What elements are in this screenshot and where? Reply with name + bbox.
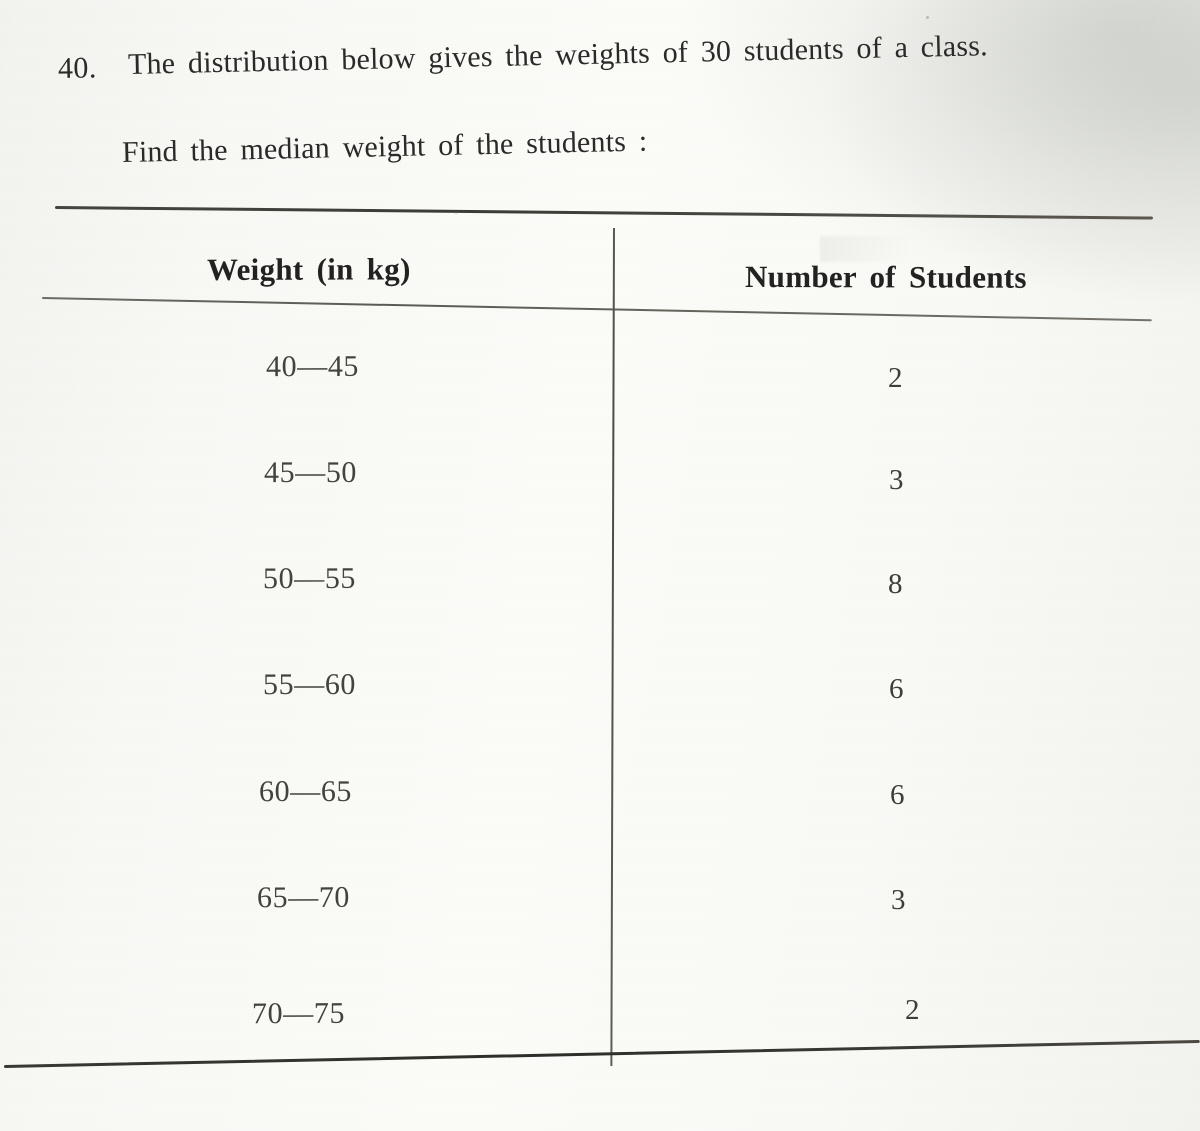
table-row-count: 2	[905, 994, 921, 1026]
question-number: 40.	[57, 51, 97, 85]
column-header-weight: Weight (in kg)	[206, 251, 411, 287]
paper-speck-icon	[926, 16, 929, 19]
table-row-weight: 55—60	[262, 667, 357, 702]
table-row-weight: 60—65	[258, 774, 353, 809]
table-row-count: 8	[888, 568, 904, 600]
table-row-count: 3	[891, 884, 907, 916]
question-text-line-2: Find the median weight of the students :	[121, 124, 648, 169]
question-text-line-1: The distribution below gives the weights…	[127, 29, 989, 81]
table-top-border	[54, 206, 1153, 220]
table-row-weight: 70—75	[251, 996, 346, 1031]
table-row-weight: 45—50	[263, 455, 358, 490]
table-row-count: 6	[889, 673, 905, 705]
column-header-count: Number of Students	[744, 259, 1027, 295]
table-header-separator	[41, 297, 1152, 321]
table-row-weight: 50—55	[262, 561, 357, 596]
table-column-divider	[610, 227, 615, 1066]
table-row-count: 3	[889, 464, 905, 496]
ink-bleed-artifact	[820, 236, 940, 262]
table-bottom-border	[3, 1039, 1200, 1068]
table-row-count: 2	[888, 362, 904, 394]
table-row-weight: 65—70	[256, 880, 351, 915]
table-row-weight: 40—45	[265, 349, 360, 384]
table-row-count: 6	[890, 779, 906, 811]
